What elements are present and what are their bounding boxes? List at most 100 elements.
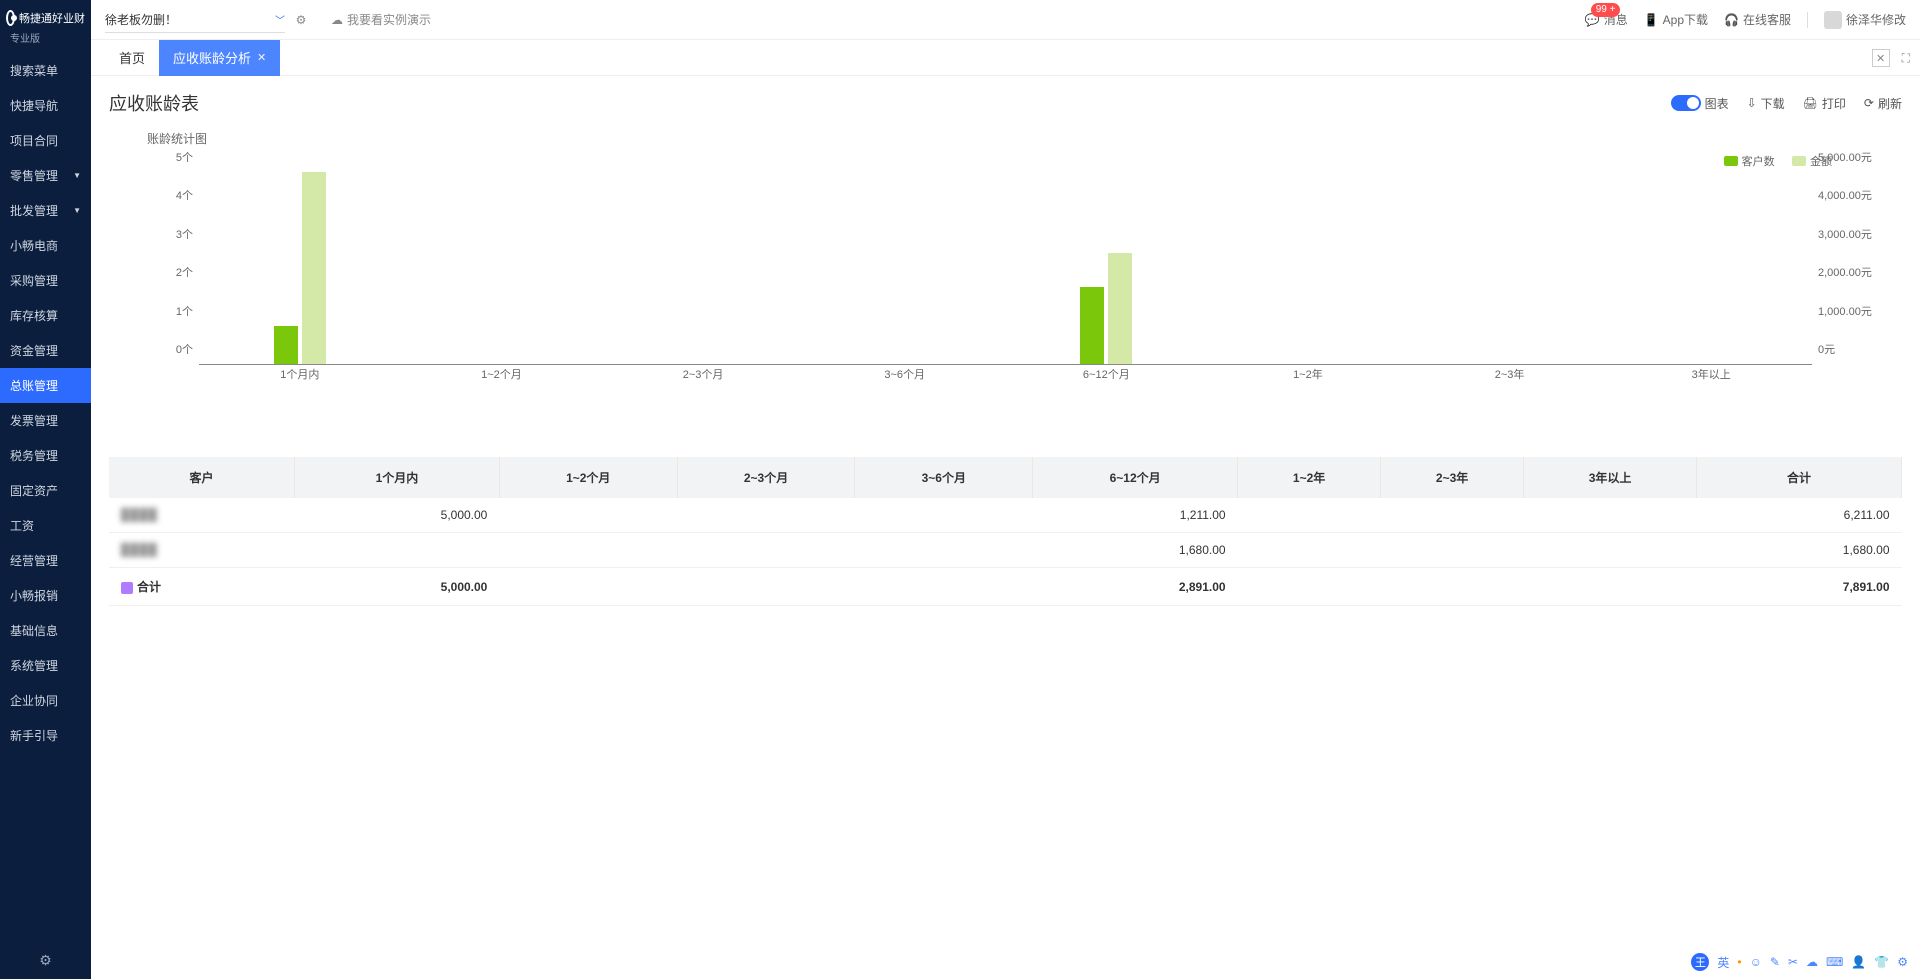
- sidebar-item[interactable]: 快捷导航: [0, 88, 91, 123]
- table-header: 合计: [1697, 457, 1902, 498]
- table-cell: 1,211.00: [1033, 498, 1238, 533]
- sidebar-item[interactable]: 零售管理▼: [0, 158, 91, 193]
- ime-shirt-icon[interactable]: 👕: [1874, 955, 1889, 969]
- gear-icon[interactable]: ⚙: [293, 12, 309, 28]
- tab-active[interactable]: 应收账龄分析 ✕: [159, 40, 280, 76]
- close-icon[interactable]: ✕: [257, 51, 266, 64]
- demo-label: 我要看实例演示: [347, 11, 431, 28]
- print-icon: 🖨: [1803, 96, 1818, 110]
- ime-keyboard-icon[interactable]: ⌨: [1826, 955, 1843, 969]
- page-head: 应收账龄表 图表 ⇩ 下载 🖨 打印 ⟳: [109, 90, 1902, 116]
- sidebar-item[interactable]: 系统管理: [0, 648, 91, 683]
- refresh-action[interactable]: ⟳ 刷新: [1864, 95, 1902, 112]
- close-all-button[interactable]: ✕: [1872, 49, 1890, 67]
- sidebar-item-label: 基础信息: [10, 622, 58, 639]
- ime-person-icon[interactable]: 👤: [1851, 955, 1866, 969]
- settings-icon[interactable]: ⚙: [0, 942, 91, 979]
- expand-icon[interactable]: ⛶: [1902, 51, 1910, 66]
- ime-smile-icon[interactable]: ☺: [1750, 955, 1762, 969]
- logo-text: 畅捷通好业财: [19, 10, 85, 26]
- org-select[interactable]: 徐老板勿删！ ﹀: [105, 7, 285, 33]
- sidebar-item[interactable]: 固定资产: [0, 473, 91, 508]
- sidebar-item[interactable]: 库存核算: [0, 298, 91, 333]
- sidebar-item[interactable]: 税务管理: [0, 438, 91, 473]
- chart-title: 账龄统计图: [139, 130, 1872, 147]
- axis-tick: 2个: [176, 264, 193, 280]
- service-label: 在线客服: [1743, 11, 1791, 28]
- tabs-actions: ✕ ⛶: [1872, 40, 1910, 76]
- logo: 畅捷通好业财: [0, 0, 91, 30]
- table-cell: 合计: [109, 568, 294, 606]
- sidebar-item[interactable]: 发票管理: [0, 403, 91, 438]
- toggle-switch[interactable]: [1671, 95, 1701, 111]
- sidebar-item[interactable]: 资金管理: [0, 333, 91, 368]
- tab-home[interactable]: 首页: [105, 40, 159, 76]
- sidebar-item[interactable]: 小畅电商: [0, 228, 91, 263]
- x-category: 1~2个月: [481, 366, 522, 382]
- page-actions: 图表 ⇩ 下载 🖨 打印 ⟳ 刷新: [1671, 95, 1902, 112]
- axis-tick: 5,000.00元: [1818, 149, 1872, 165]
- x-category: 1个月内: [280, 366, 319, 382]
- table-cell: [855, 533, 1033, 568]
- user-menu[interactable]: 徐泽华修改: [1824, 11, 1906, 29]
- logo-icon: [6, 10, 15, 26]
- sidebar-item[interactable]: 工资: [0, 508, 91, 543]
- sidebar-item[interactable]: 经营管理: [0, 543, 91, 578]
- messages-button[interactable]: 💬 99 + 消息: [1585, 11, 1628, 28]
- demo-link[interactable]: ☁ 我要看实例演示: [331, 11, 431, 28]
- sidebar-item[interactable]: 企业协同: [0, 683, 91, 718]
- table-cell: [677, 498, 855, 533]
- sidebar-item[interactable]: 总账管理: [0, 368, 91, 403]
- x-category: 3年以上: [1692, 366, 1731, 382]
- ime-bar: 王 英 • ☺ ✎ ✂ ☁ ⌨ 👤 👕 ⚙: [1685, 951, 1914, 973]
- sidebar-item[interactable]: 采购管理: [0, 263, 91, 298]
- ime-dot-icon[interactable]: •: [1737, 955, 1741, 969]
- sidebar-item-label: 经营管理: [10, 552, 58, 569]
- chart-toggle[interactable]: 图表: [1671, 95, 1729, 112]
- table-cell: [294, 533, 499, 568]
- download-button[interactable]: 📱 App下载: [1644, 11, 1708, 28]
- sidebar-item-label: 项目合同: [10, 132, 58, 149]
- table-cell: [1524, 498, 1697, 533]
- ime-badge[interactable]: 王: [1691, 953, 1709, 971]
- user-name: 徐泽华修改: [1846, 11, 1906, 28]
- sidebar-item-label: 小畅报销: [10, 587, 58, 604]
- chart: 账龄统计图 客户数 金额 0个1个2个3个4个5个 1个月内1~2个月2~3个月…: [109, 126, 1902, 439]
- table-cell: [1381, 568, 1524, 606]
- legend-customers-label: 客户数: [1742, 153, 1775, 169]
- table-header: 6~12个月: [1033, 457, 1238, 498]
- sidebar-item[interactable]: 基础信息: [0, 613, 91, 648]
- sidebar-item-label: 批发管理: [10, 202, 58, 219]
- table-cell: 6,211.00: [1697, 498, 1902, 533]
- org-name: 徐老板勿删！: [105, 11, 177, 28]
- sidebar-item-label: 发票管理: [10, 412, 58, 429]
- ime-pencil-icon[interactable]: ✎: [1770, 955, 1780, 969]
- sidebar-item[interactable]: 搜索菜单: [0, 53, 91, 88]
- service-button[interactable]: 🎧 在线客服: [1724, 11, 1791, 28]
- table: 客户1个月内1~2个月2~3个月3~6个月6~12个月1~2年2~3年3年以上合…: [109, 457, 1902, 606]
- ime-scissors-icon[interactable]: ✂: [1788, 955, 1798, 969]
- chat-icon: ☁: [331, 13, 343, 27]
- sidebar-item-label: 库存核算: [10, 307, 58, 324]
- table-header: 3年以上: [1524, 457, 1697, 498]
- ime-lang[interactable]: 英: [1717, 954, 1729, 971]
- plot-area: 1个月内1~2个月2~3个月3~6个月6~12个月1~2年2~3年3年以上: [199, 173, 1812, 365]
- ime-gear-icon[interactable]: ⚙: [1897, 955, 1908, 969]
- ime-cloud-icon[interactable]: ☁: [1806, 955, 1818, 969]
- bar-amount: [302, 172, 326, 364]
- x-category: 2~3个月: [683, 366, 724, 382]
- download-action[interactable]: ⇩ 下载: [1747, 95, 1785, 112]
- topbar: 徐老板勿删！ ﹀ ⚙ ☁ 我要看实例演示 💬 99 + 消息 📱 App下载: [91, 0, 1920, 40]
- sidebar-item[interactable]: 项目合同: [0, 123, 91, 158]
- table-header: 2~3年: [1381, 457, 1524, 498]
- table-cell: [499, 498, 677, 533]
- table-cell: [1238, 533, 1381, 568]
- sidebar-item[interactable]: 新手引导: [0, 718, 91, 753]
- print-action[interactable]: 🖨 打印: [1803, 95, 1846, 112]
- axis-tick: 3,000.00元: [1818, 226, 1872, 242]
- y-axis-left: 0个1个2个3个4个5个: [139, 173, 199, 365]
- x-category: 1~2年: [1293, 366, 1323, 382]
- sidebar-item-label: 资金管理: [10, 342, 58, 359]
- sidebar-item[interactable]: 小畅报销: [0, 578, 91, 613]
- sidebar-item[interactable]: 批发管理▼: [0, 193, 91, 228]
